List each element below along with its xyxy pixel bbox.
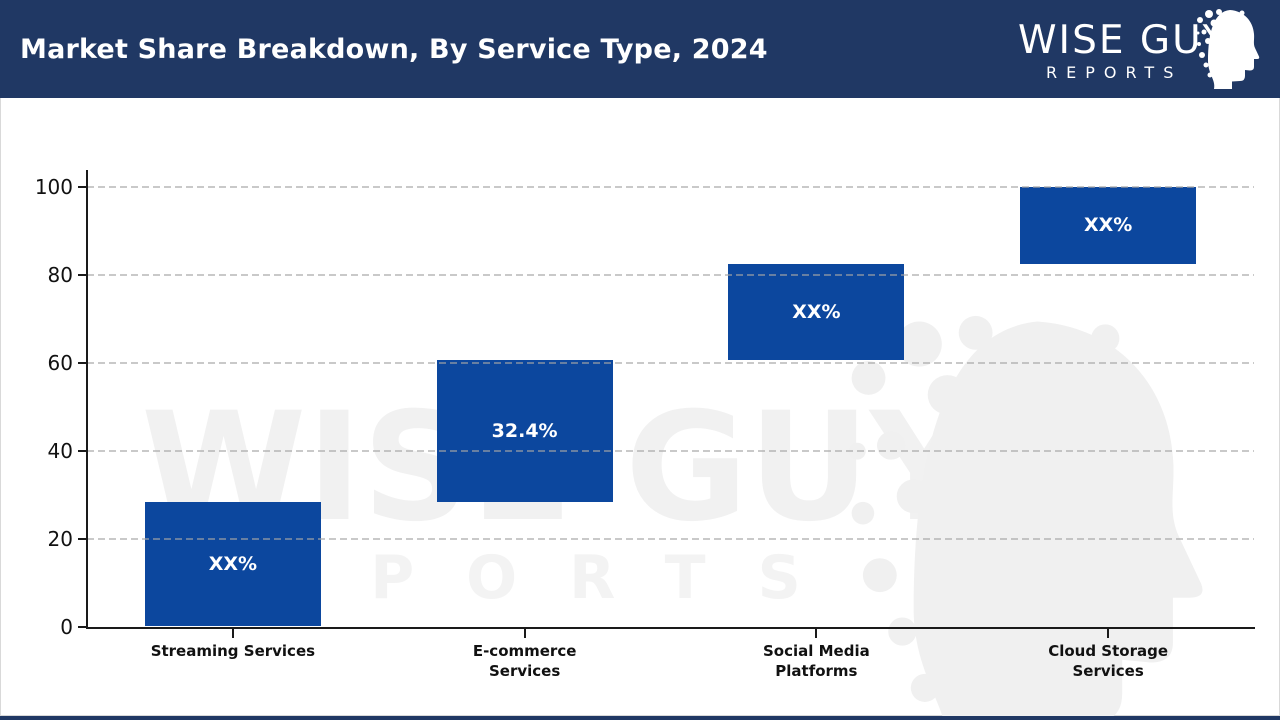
x-axis-line: [86, 626, 1255, 629]
gridline-40: [87, 449, 1254, 452]
page-title: Market Share Breakdown, By Service Type,…: [20, 33, 768, 65]
chart-card: WISE GUY REPORTS XX% 32.4% XX% XX% 0 20 40 60 80…: [0, 98, 1280, 720]
y-tick: [78, 361, 87, 364]
bar-value-label: XX%: [792, 301, 841, 324]
category-label-line: E-commerce: [472, 641, 577, 660]
y-tick: [78, 625, 87, 628]
category-label-line: Streaming Services: [150, 641, 316, 660]
category-label: Social Media Platforms: [686, 641, 946, 681]
bar-value-label: XX%: [208, 553, 258, 576]
y-tick-label: 0: [60, 614, 73, 639]
category-label: Cloud Storage Services: [978, 641, 1238, 681]
x-tick: [231, 628, 234, 638]
header-bar: Market Share Breakdown, By Service Type,…: [0, 0, 1280, 98]
head-profile-icon: [1196, 9, 1260, 89]
logo-wordmark: WISE GUY: [1018, 18, 1228, 63]
y-tick-label: 60: [47, 350, 73, 375]
y-axis-line: [86, 170, 88, 629]
y-tick-label: 40: [47, 438, 73, 463]
waterfall-bar: [436, 359, 613, 503]
category-label-line: Platforms: [775, 661, 858, 680]
x-tick: [523, 628, 526, 638]
y-tick-label: 80: [47, 262, 73, 287]
gridline-80: [87, 273, 1254, 276]
wise-guy-reports-logo: WISE GUY REPORTS: [1018, 9, 1260, 89]
bar-value-label: XX%: [1083, 214, 1133, 237]
category-label-line: Social Media: [763, 641, 870, 660]
logo-subtext: REPORTS: [1046, 63, 1182, 82]
footer-bar: [0, 716, 1280, 720]
y-tick: [78, 537, 87, 540]
gridline-20: [87, 537, 1254, 540]
watermark-head-icon: [848, 315, 1203, 720]
gridline-100: [87, 185, 1254, 188]
y-tick-label: 100: [34, 174, 73, 199]
category-label-line: Services: [488, 661, 561, 680]
x-tick: [1107, 628, 1110, 638]
y-tick-label: 20: [47, 526, 73, 551]
waterfall-bar: [1020, 186, 1197, 265]
category-label-line: Services: [1072, 661, 1144, 680]
y-tick: [78, 185, 87, 188]
x-tick: [815, 628, 818, 638]
category-label: Streaming Services: [103, 641, 363, 661]
y-tick: [78, 449, 87, 452]
waterfall-bar: [728, 264, 905, 360]
y-tick: [78, 273, 87, 276]
category-label-line: Cloud Storage: [1048, 641, 1169, 660]
gridline-60: [87, 361, 1254, 364]
bar-value-label: 32.4%: [491, 420, 558, 443]
category-label: E-commerce Services: [395, 641, 655, 681]
waterfall-bar: [144, 502, 321, 627]
